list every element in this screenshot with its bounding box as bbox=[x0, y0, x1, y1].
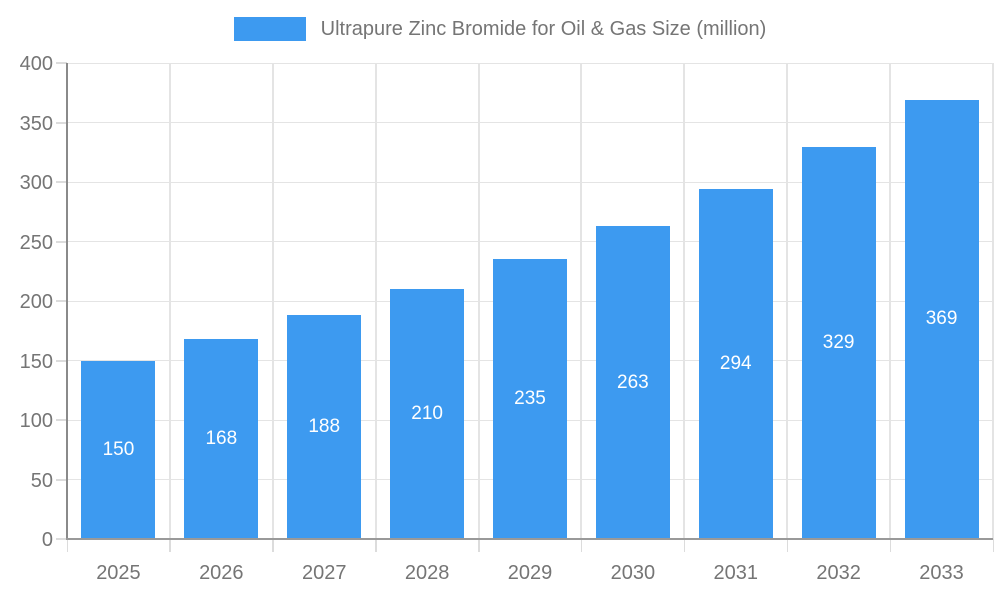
x-axis-tick bbox=[683, 539, 686, 552]
y-axis-label: 200 bbox=[19, 291, 53, 313]
x-axis-line bbox=[66, 538, 993, 540]
gridline-horizontal bbox=[67, 241, 993, 242]
x-axis-label: 2032 bbox=[816, 562, 861, 584]
gridline-vertical bbox=[580, 63, 583, 539]
gridline-vertical bbox=[477, 63, 480, 539]
bar-value-label: 235 bbox=[514, 388, 546, 410]
y-axis-label: 150 bbox=[19, 350, 53, 373]
x-axis-label: 2031 bbox=[713, 562, 759, 584]
y-axis-tick bbox=[56, 181, 67, 183]
y-axis-label: 0 bbox=[41, 529, 53, 551]
bar-2029[interactable]: 235 bbox=[493, 259, 567, 539]
x-axis-label: 2030 bbox=[610, 562, 656, 584]
gridline-vertical bbox=[168, 63, 171, 539]
x-axis-label: 2028 bbox=[404, 562, 450, 584]
y-axis-label: 350 bbox=[19, 112, 53, 135]
legend-swatch-icon bbox=[233, 17, 306, 41]
bar-2026[interactable]: 168 bbox=[184, 339, 259, 539]
y-axis-label: 300 bbox=[19, 172, 53, 194]
bar-value-label: 188 bbox=[308, 416, 341, 438]
y-axis-label: 50 bbox=[30, 469, 53, 492]
bar-2027[interactable]: 188 bbox=[287, 315, 362, 539]
y-axis-tick bbox=[56, 478, 67, 481]
bar-2033[interactable]: 369 bbox=[904, 99, 979, 539]
x-axis-label: 2025 bbox=[96, 562, 141, 584]
bar-2028[interactable]: 210 bbox=[390, 289, 465, 539]
gridline-vertical bbox=[683, 63, 686, 539]
x-axis-label: 2027 bbox=[301, 562, 347, 584]
legend-label: Ultrapure Zinc Bromide for Oil & Gas Siz… bbox=[320, 17, 767, 40]
gridline-vertical bbox=[374, 63, 377, 539]
bar-2025[interactable]: 150 bbox=[81, 360, 156, 539]
x-axis-tick bbox=[375, 539, 377, 552]
bar-value-label: 294 bbox=[719, 353, 752, 375]
x-axis-label: 2033 bbox=[919, 562, 964, 584]
bar-2031[interactable]: 294 bbox=[698, 189, 773, 539]
x-axis-label: 2026 bbox=[199, 562, 244, 584]
x-axis-tick bbox=[478, 539, 480, 552]
x-axis-tick bbox=[66, 539, 68, 552]
x-axis-tick bbox=[786, 539, 789, 552]
y-axis-label: 250 bbox=[19, 231, 53, 254]
gridline-vertical bbox=[992, 63, 994, 539]
y-axis-tick bbox=[56, 419, 67, 421]
gridline-vertical bbox=[786, 63, 789, 539]
x-axis-tick bbox=[580, 539, 583, 552]
bar-value-label: 150 bbox=[102, 438, 135, 460]
y-axis-tick bbox=[56, 359, 67, 362]
bar-value-label: 263 bbox=[617, 371, 649, 393]
bar-value-label: 210 bbox=[411, 403, 443, 425]
x-axis-tick bbox=[169, 539, 171, 552]
y-axis-line bbox=[66, 63, 68, 540]
bar-value-label: 369 bbox=[925, 308, 958, 330]
bar-value-label: 329 bbox=[822, 332, 855, 354]
y-axis-tick bbox=[56, 121, 67, 124]
bar-value-label: 168 bbox=[205, 428, 238, 450]
y-axis-label: 100 bbox=[19, 410, 53, 432]
bar-2032[interactable]: 329 bbox=[801, 147, 876, 539]
x-axis-label: 2029 bbox=[507, 562, 553, 584]
gridline-horizontal bbox=[67, 122, 993, 123]
gridline-horizontal bbox=[67, 62, 993, 64]
x-axis-tick bbox=[889, 539, 892, 552]
gridline-vertical bbox=[889, 63, 892, 539]
gridline-vertical bbox=[271, 63, 274, 539]
bar-2030[interactable]: 263 bbox=[595, 226, 670, 539]
gridline-horizontal bbox=[67, 181, 993, 183]
chart-legend[interactable]: Ultrapure Zinc Bromide for Oil & Gas Siz… bbox=[0, 17, 1000, 41]
y-axis-tick bbox=[56, 538, 67, 540]
y-axis-label: 400 bbox=[19, 53, 53, 75]
x-axis-tick bbox=[272, 539, 274, 552]
y-axis-tick bbox=[56, 240, 67, 243]
y-axis-tick bbox=[56, 300, 67, 302]
x-axis-tick bbox=[992, 539, 994, 552]
y-axis-tick bbox=[56, 62, 67, 64]
